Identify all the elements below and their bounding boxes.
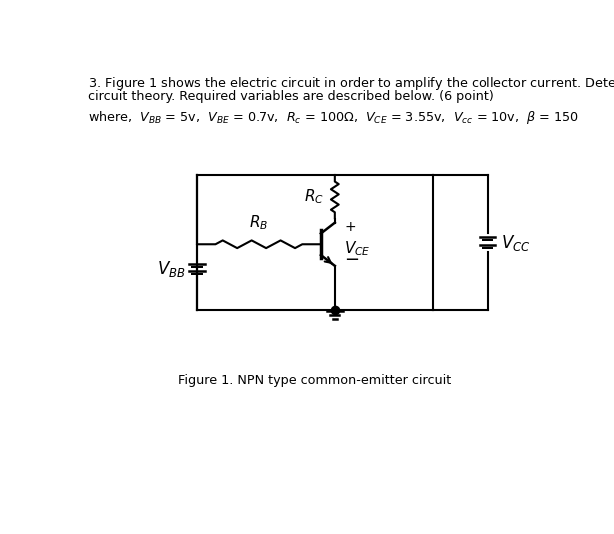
Text: −: − <box>344 250 359 269</box>
Text: $R_C$: $R_C$ <box>304 187 324 206</box>
Text: $V_{BB}$: $V_{BB}$ <box>157 259 186 279</box>
Text: Figure 1. NPN type common-emitter circuit: Figure 1. NPN type common-emitter circui… <box>178 374 451 387</box>
Text: $R_B$: $R_B$ <box>249 213 268 232</box>
Text: $V_{CC}$: $V_{CC}$ <box>502 233 531 253</box>
Text: $V_{CE}$: $V_{CE}$ <box>344 240 371 258</box>
Text: circuit theory. Required variables are described below. (6 point): circuit theory. Required variables are d… <box>88 90 494 103</box>
Text: +: + <box>344 221 356 234</box>
Text: 3. Figure 1 shows the electric circuit in order to amplify the collector current: 3. Figure 1 shows the electric circuit i… <box>88 75 614 92</box>
Text: where,  $V_{BB}$ = 5v,  $V_{BE}$ = 0.7v,  $R_c$ = 100$\Omega$,  $V_{CE}$ = 3.55v: where, $V_{BB}$ = 5v, $V_{BE}$ = 0.7v, $… <box>88 109 578 125</box>
